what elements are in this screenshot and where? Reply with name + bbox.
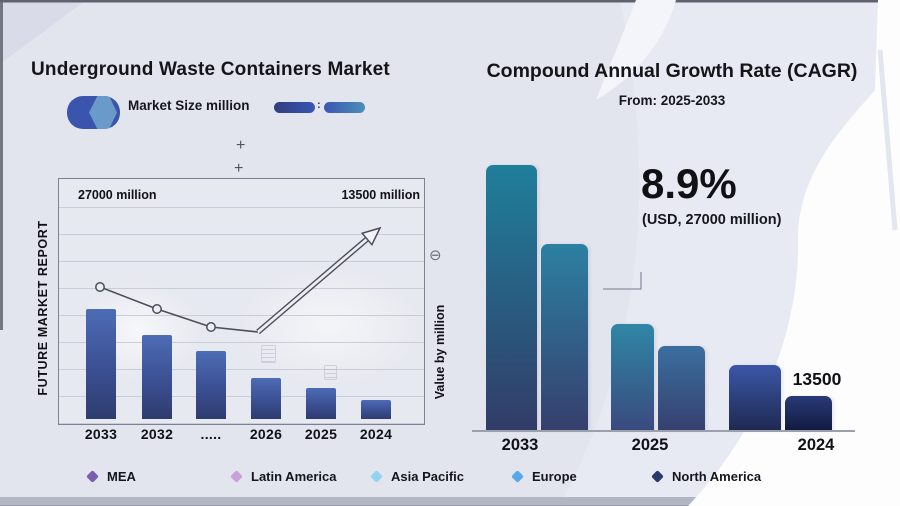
ratio-pill-right	[324, 102, 365, 113]
trend-marker	[95, 282, 105, 292]
trend-svg	[95, 226, 382, 335]
plus-icon: +	[236, 137, 246, 154]
legend-item: Europe	[511, 467, 577, 485]
ratio-colon: :	[317, 99, 321, 111]
legend-item: North America	[651, 467, 762, 485]
market-size-bar	[361, 400, 391, 419]
market-size-bar	[306, 388, 336, 419]
market-size-chart-frame	[58, 178, 425, 425]
year-label: 2032	[140, 426, 174, 442]
market-size-bar	[251, 378, 281, 419]
cagr-subtitle: From: 2025-2033	[618, 93, 726, 108]
market-size-bar	[86, 309, 116, 419]
legend-label: Europe	[532, 468, 577, 484]
left-chart-xlabels: 2033 2032..... 2026 2025 2024	[58, 426, 423, 444]
legend: MEA Latin America Asia Pacific Europe North …	[0, 467, 900, 487]
trend-marker	[152, 304, 162, 314]
top-edge-line	[0, 0, 900, 3]
page-title: Underground Waste Containers Market	[31, 59, 390, 80]
legend-label: Latin America	[251, 468, 337, 484]
chart-value-label-left: 27000 million	[78, 188, 157, 202]
legend-item: Asia Pacific	[370, 467, 464, 485]
market-size-bar	[142, 335, 172, 419]
legend-label: North America	[672, 468, 762, 484]
background-swoosh	[688, 0, 900, 506]
legend-diamond-icon	[370, 469, 383, 483]
background-sliver	[877, 49, 898, 231]
legend-label: MEA	[107, 468, 136, 484]
cagr-value: 8.9%	[641, 160, 737, 207]
cylinder-icon	[67, 96, 120, 129]
minus-circle-icon: ⊖	[429, 247, 442, 264]
background-top-wedge	[596, 0, 676, 100]
growth-arrowhead	[360, 226, 382, 247]
corner-bracket-icon	[603, 272, 642, 290]
legend-diamond-icon	[86, 469, 99, 483]
market-size-bar	[196, 351, 226, 419]
market-size-legend-label: Market Size million	[128, 98, 250, 113]
trend-markers	[95, 282, 216, 332]
year-label: 2026	[249, 426, 283, 442]
watermark-icon	[324, 365, 337, 380]
year-label: 2025	[304, 426, 338, 442]
growth-arrow-shaft-front	[257, 234, 372, 334]
legend-item: Latin America	[230, 467, 337, 485]
trend-marker	[206, 322, 216, 332]
year-label: 2033	[84, 426, 118, 442]
right-chart-baseline	[472, 430, 855, 432]
cagr-note: (USD, 27000 million)	[642, 212, 782, 228]
plus-icon: +	[234, 160, 244, 177]
year-label: .....	[200, 426, 222, 442]
legend-label: Asia Pacific	[391, 468, 464, 484]
left-chart-bars	[58, 178, 423, 423]
legend-item: MEA	[86, 467, 136, 485]
trend-line	[99, 286, 259, 333]
ratio-pill-left	[274, 102, 315, 113]
legend-diamond-icon	[651, 469, 664, 483]
legend-diamond-icon	[230, 469, 243, 483]
year-label: 2024	[359, 426, 393, 442]
cagr-title: Compound Annual Growth Rate (CAGR)	[486, 60, 858, 82]
background-corner-accent	[0, 0, 86, 64]
chart-value-label-right: 13500 million	[341, 188, 420, 202]
bottom-shadow-band	[0, 497, 900, 506]
watermark-icon	[261, 345, 276, 363]
left-edge-line	[0, 0, 3, 330]
data-label-13500: 13500	[792, 369, 842, 389]
legend-diamond-icon	[511, 469, 524, 483]
